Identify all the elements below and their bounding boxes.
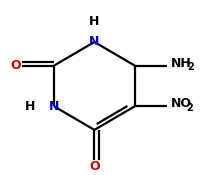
Text: NO: NO [170, 97, 191, 110]
Text: H: H [89, 15, 99, 28]
Text: O: O [10, 59, 21, 72]
Text: O: O [89, 160, 99, 173]
Text: N: N [89, 36, 99, 48]
Text: NH: NH [170, 57, 191, 70]
Text: 2: 2 [185, 103, 192, 113]
Text: H: H [24, 100, 35, 113]
Text: N: N [49, 100, 59, 113]
Text: 2: 2 [186, 62, 193, 72]
